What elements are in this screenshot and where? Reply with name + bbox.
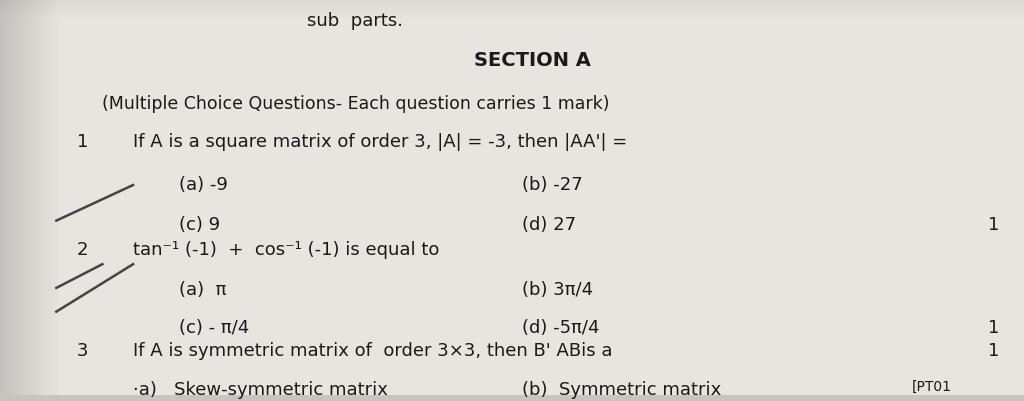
Text: (Multiple Choice Questions- Each question carries 1 mark): (Multiple Choice Questions- Each questio… — [102, 95, 610, 113]
Text: 1: 1 — [77, 132, 88, 150]
Text: sub  parts.: sub parts. — [307, 12, 403, 30]
Text: (c) - π/4: (c) - π/4 — [179, 318, 250, 336]
Text: [PT01: [PT01 — [911, 379, 951, 393]
Text: (b) 3π/4: (b) 3π/4 — [522, 280, 593, 298]
Text: If A is a square matrix of order 3, |A| = -3, then |AA'| =: If A is a square matrix of order 3, |A| … — [133, 132, 628, 150]
Text: If A is symmetric matrix of  order 3×3, then B' ABis a: If A is symmetric matrix of order 3×3, t… — [133, 342, 612, 359]
Text: SECTION A: SECTION A — [474, 51, 591, 70]
Text: 1: 1 — [988, 215, 999, 233]
Text: (c) 9: (c) 9 — [179, 215, 220, 233]
Text: (a)  π: (a) π — [179, 280, 226, 298]
Text: (a) -9: (a) -9 — [179, 176, 228, 194]
Text: 1: 1 — [988, 318, 999, 336]
Text: ·a)   Skew-symmetric matrix: ·a) Skew-symmetric matrix — [133, 380, 388, 398]
Text: tan⁻¹ (-1)  +  cos⁻¹ (-1) is equal to: tan⁻¹ (-1) + cos⁻¹ (-1) is equal to — [133, 241, 439, 259]
Text: 3: 3 — [77, 342, 88, 359]
Text: (d) -5π/4: (d) -5π/4 — [522, 318, 600, 336]
Text: 1: 1 — [988, 342, 999, 359]
Text: (d) 27: (d) 27 — [522, 215, 577, 233]
Text: (b) -27: (b) -27 — [522, 176, 583, 194]
Text: 2: 2 — [77, 241, 88, 259]
Text: (b)  Symmetric matrix: (b) Symmetric matrix — [522, 380, 722, 398]
